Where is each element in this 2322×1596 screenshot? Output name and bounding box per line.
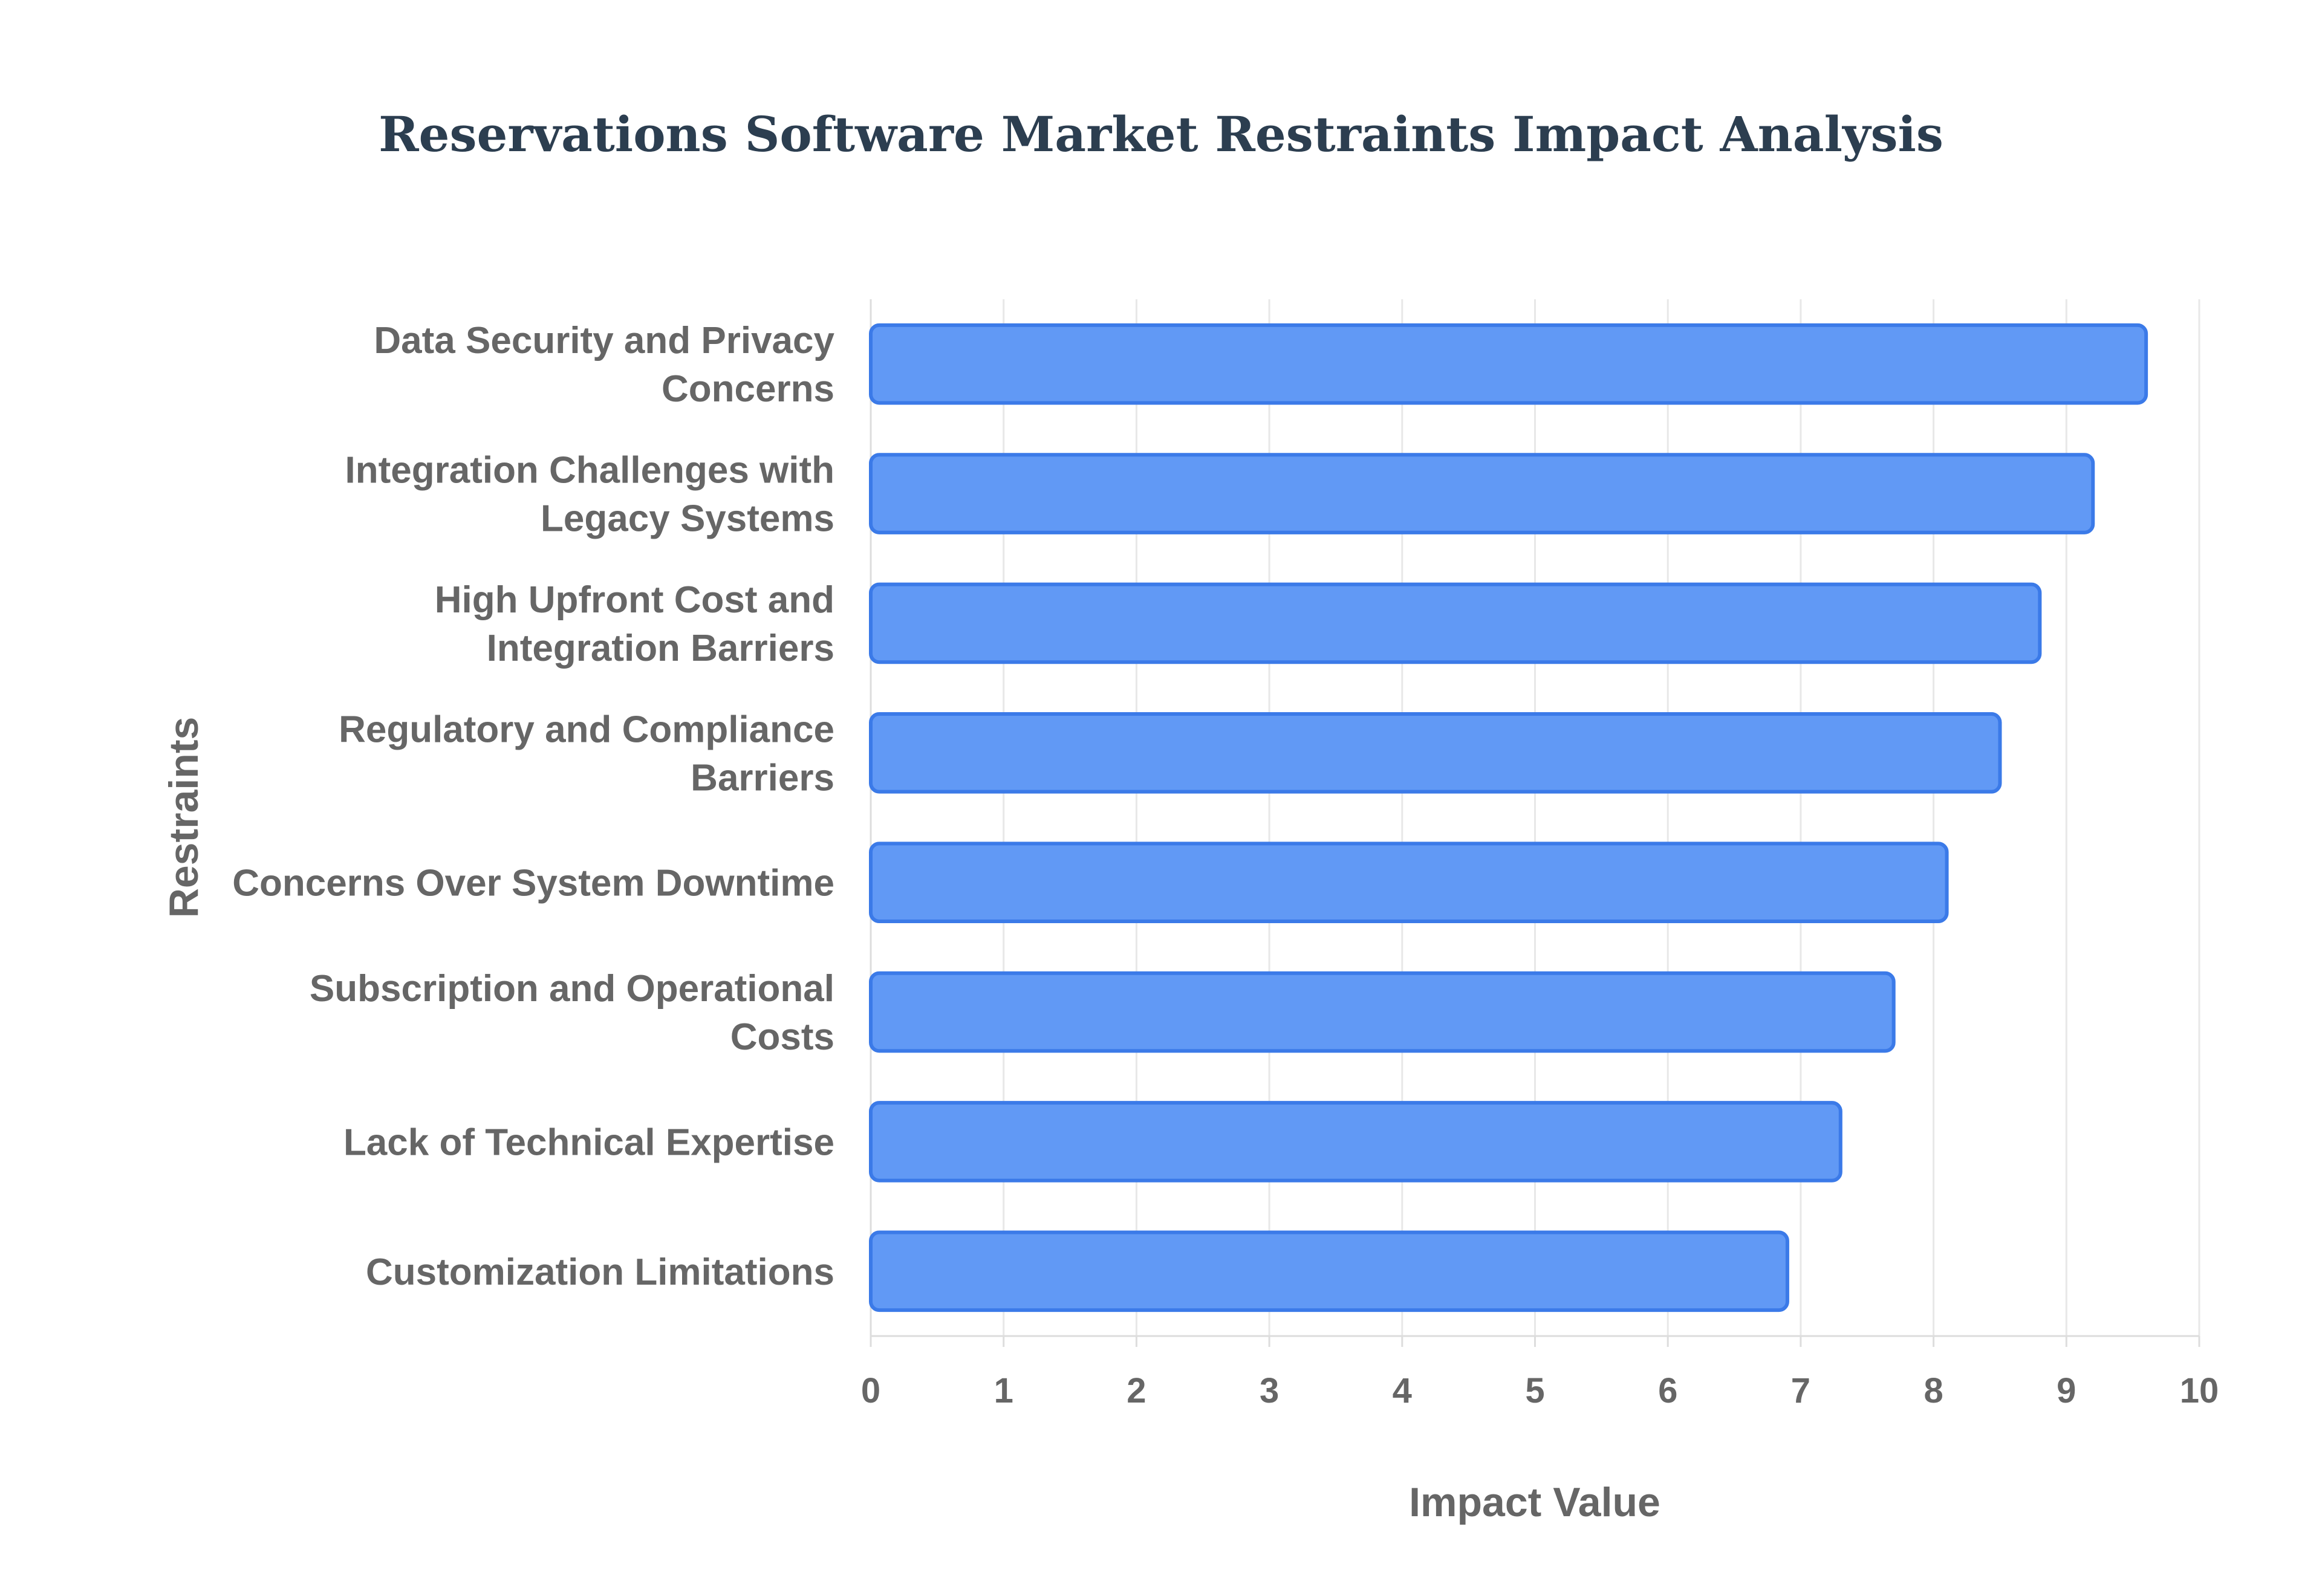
x-tick-label: 2 xyxy=(1127,1371,1146,1410)
bar[interactable] xyxy=(869,582,2042,664)
bar[interactable] xyxy=(869,971,1896,1053)
category-label-line: High Upfront Cost and xyxy=(435,579,834,621)
category-label-line: Legacy Systems xyxy=(541,498,834,540)
category-label: High Upfront Cost and Integration Barrier… xyxy=(435,579,834,669)
bar[interactable] xyxy=(869,842,1949,923)
category-label-line: Costs xyxy=(730,1016,834,1058)
category-label: Subscription and Operational Costs xyxy=(310,968,834,1058)
category-label: Data Security and Privacy Concerns xyxy=(374,320,834,410)
category-label-line: Barriers xyxy=(691,757,834,799)
bar[interactable] xyxy=(869,453,2095,534)
category-label-line: Integration Barriers xyxy=(487,628,834,669)
category-labels: Data Security and Privacy Concerns Integra… xyxy=(232,320,834,1293)
x-tick-label: 5 xyxy=(1525,1371,1544,1410)
category-label: Integration Challenges with Legacy System… xyxy=(345,450,834,540)
category-label: Customization Limitations xyxy=(366,1251,834,1293)
x-axis-title: Impact Value xyxy=(1409,1479,1660,1525)
x-tick-label: 3 xyxy=(1260,1371,1279,1410)
category-label: Concerns Over System Downtime xyxy=(232,863,834,904)
category-label-line: Concerns xyxy=(662,368,834,410)
x-tick-label: 8 xyxy=(1924,1371,1943,1410)
x-tick-labels: 0 1 2 3 4 5 6 7 8 9 10 xyxy=(861,1371,2219,1410)
bar[interactable] xyxy=(869,1101,1842,1182)
category-label-line: Concerns Over System Downtime xyxy=(232,863,834,904)
bar[interactable] xyxy=(869,323,2148,405)
x-tick-label: 4 xyxy=(1393,1371,1412,1410)
x-tick-label: 10 xyxy=(2180,1371,2219,1410)
x-tick-label: 7 xyxy=(1791,1371,1810,1410)
category-label-line: Integration Challenges with xyxy=(345,450,834,491)
x-tick-label: 0 xyxy=(861,1371,880,1410)
category-label-line: Data Security and Privacy xyxy=(374,320,834,362)
category-label: Regulatory and Compliance Barriers xyxy=(339,709,834,799)
bar[interactable] xyxy=(869,712,2002,794)
category-label-line: Lack of Technical Expertise xyxy=(343,1121,834,1163)
category-label: Lack of Technical Expertise xyxy=(343,1121,834,1163)
bars xyxy=(869,323,2148,1312)
chart-title: Reservations Software Market Restraints … xyxy=(379,106,1943,163)
x-tick-label: 9 xyxy=(2057,1371,2076,1410)
category-label-line: Regulatory and Compliance xyxy=(339,709,834,750)
category-label-line: Subscription and Operational xyxy=(310,968,834,1010)
category-label-line: Customization Limitations xyxy=(366,1251,834,1293)
y-axis-title: Restraints xyxy=(161,717,207,918)
x-tick-label: 6 xyxy=(1658,1371,1677,1410)
bar[interactable] xyxy=(869,1230,1789,1312)
x-tick-label: 1 xyxy=(994,1371,1013,1410)
